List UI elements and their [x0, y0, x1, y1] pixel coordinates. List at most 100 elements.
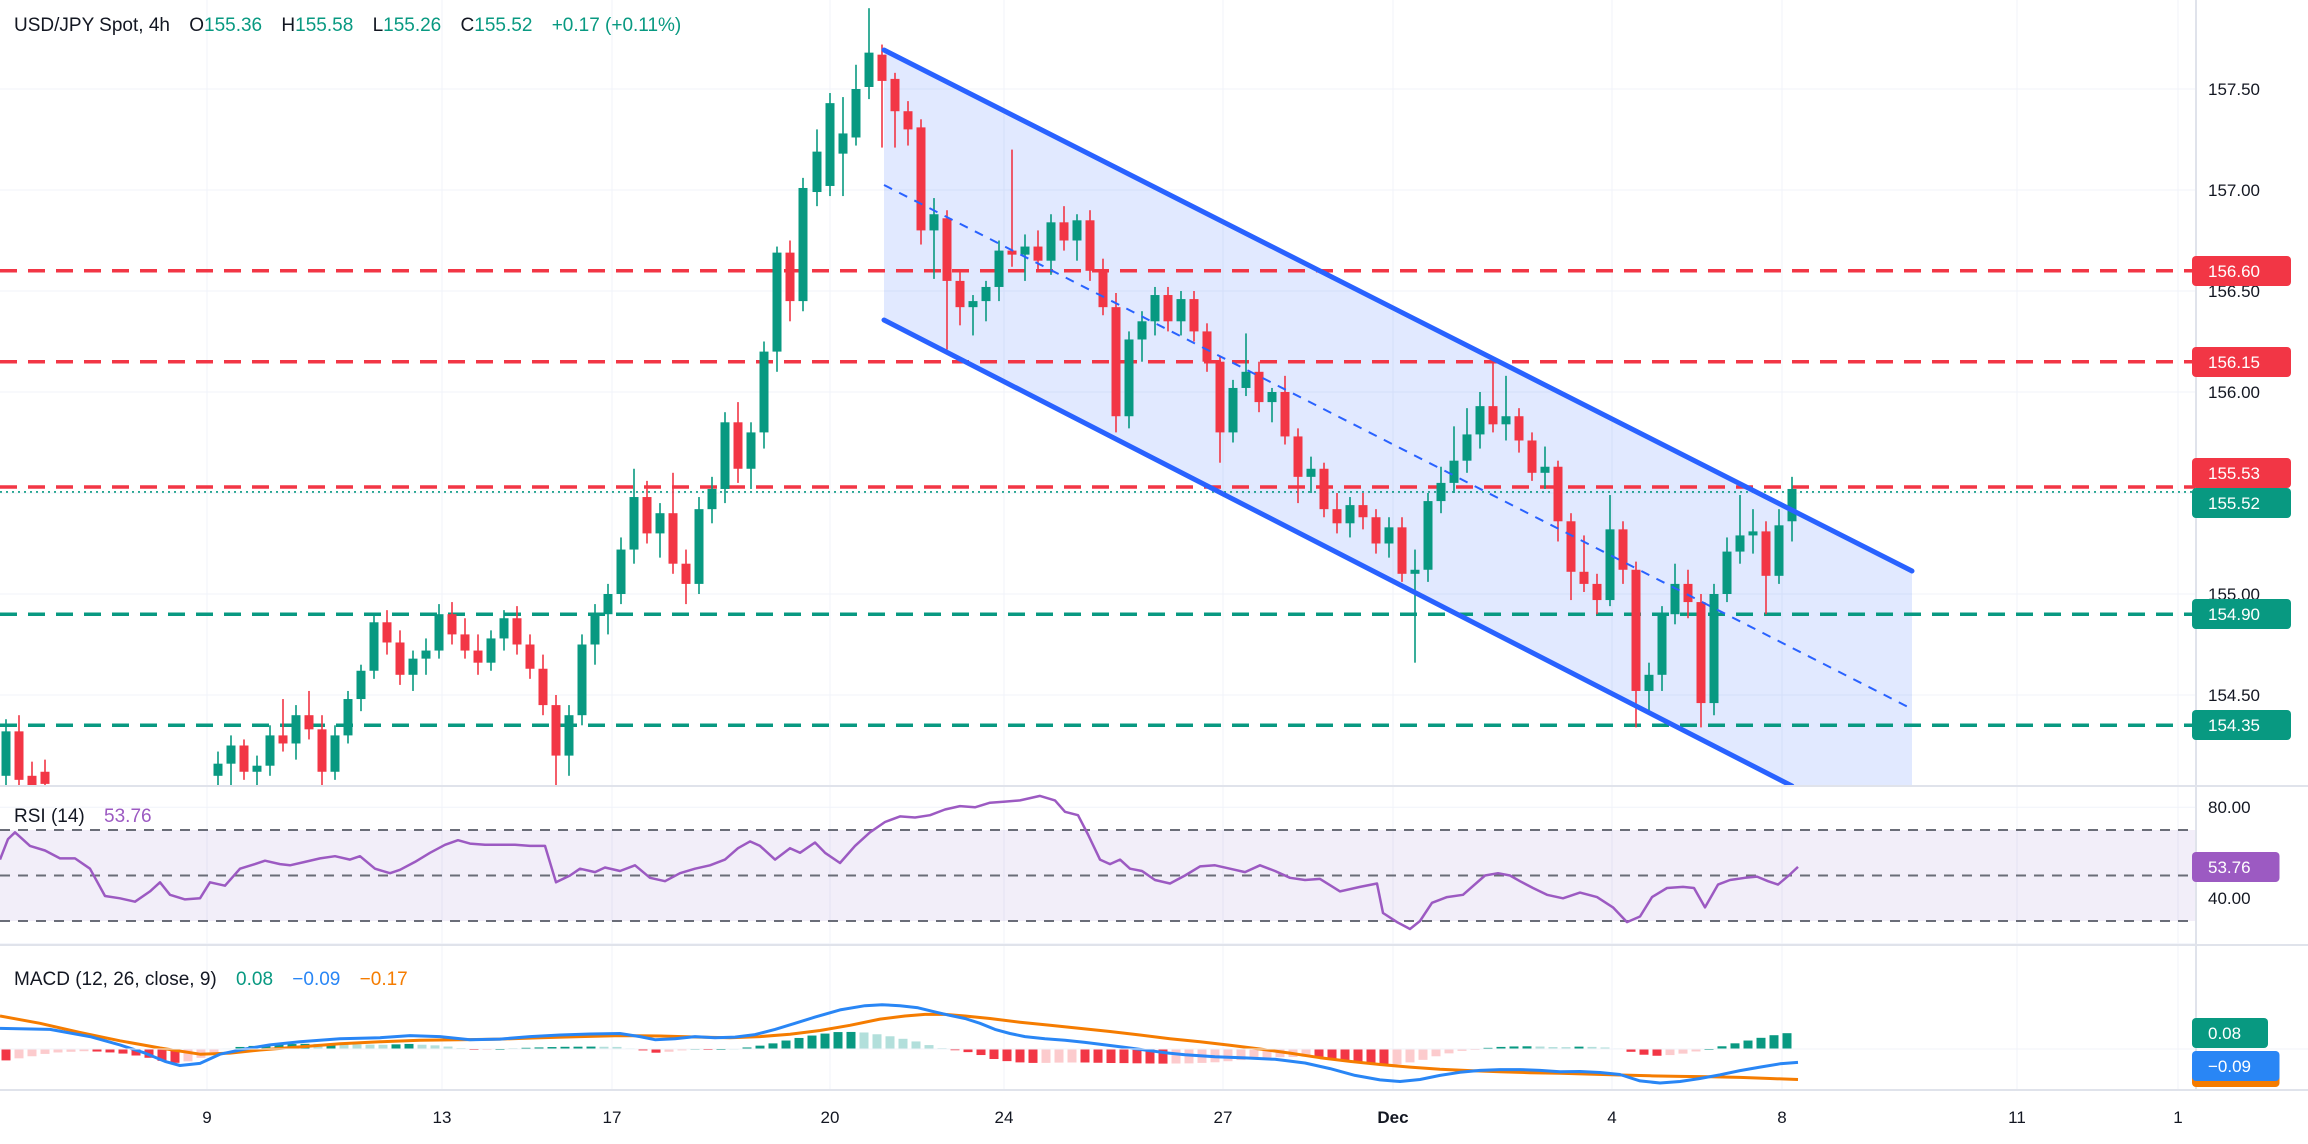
- hist-bar: [1652, 1049, 1662, 1056]
- candle-body: [395, 642, 405, 675]
- candle-body: [1150, 295, 1160, 322]
- hist-bar: [1756, 1037, 1766, 1049]
- candle: [226, 735, 236, 786]
- time-axis[interactable]: 9 13 17 20 24 27 Dec 4 8 11 1: [202, 1108, 2182, 1127]
- time-label-11: 11: [2008, 1108, 2026, 1127]
- candle-body: [890, 78, 900, 112]
- hist-bar: [859, 1032, 869, 1049]
- candle-body: [1488, 406, 1498, 425]
- axis-badge-text: 53.76: [2208, 858, 2251, 877]
- candle-body: [1449, 460, 1459, 483]
- candle-body: [1306, 468, 1316, 477]
- candle: [27, 761, 37, 786]
- hist-bar: [1392, 1049, 1402, 1065]
- time-label-9: 9: [202, 1108, 211, 1127]
- candle: [759, 341, 769, 449]
- candle-body: [1345, 505, 1355, 524]
- candles: [1, 8, 1797, 786]
- candle: [694, 497, 704, 594]
- candle: [1501, 375, 1511, 441]
- candle-body: [929, 214, 939, 231]
- main-legend[interactable]: USD/JPY Spot, 4h O155.36 H155.58 L155.26…: [14, 15, 681, 37]
- channel-upper-line[interactable]: [881, 47, 1915, 574]
- hist-bar: [963, 1049, 973, 1053]
- candle-body: [356, 670, 366, 700]
- hist-bar: [534, 1047, 544, 1049]
- hist-bar: [1496, 1046, 1506, 1049]
- hist-bar: [1561, 1047, 1571, 1049]
- hist-bar: [1730, 1043, 1740, 1049]
- candle-body: [1787, 488, 1797, 522]
- candle-body: [942, 218, 952, 281]
- candle-body: [369, 622, 379, 671]
- candle: [1280, 375, 1290, 445]
- candle-body: [525, 644, 535, 669]
- candle: [447, 602, 457, 645]
- candle-body: [616, 549, 626, 594]
- price-axis[interactable]: 157.50157.00156.50156.00155.00154.5080.0…: [2192, 80, 2291, 1087]
- candle: [851, 64, 861, 146]
- high-label: H: [281, 15, 296, 36]
- hist-bar: [183, 1049, 193, 1062]
- candle-body: [825, 103, 835, 186]
- candle-body: [1241, 371, 1251, 388]
- candle: [1605, 495, 1615, 607]
- axis-label: 156.00: [2208, 383, 2260, 402]
- candle-body: [265, 735, 275, 766]
- candle: [642, 480, 652, 544]
- candle-body: [27, 775, 37, 786]
- candle: [1189, 291, 1199, 342]
- candle-body: [1761, 531, 1771, 576]
- candle-body: [968, 301, 978, 308]
- hist-bar: [157, 1049, 167, 1061]
- rsi-legend[interactable]: RSI (14) 53.76: [14, 806, 152, 828]
- candle-body: [447, 614, 457, 635]
- hist-bar: [872, 1034, 882, 1049]
- axis-badge-53.76: 53.76: [2192, 852, 2280, 882]
- candle-body: [759, 351, 769, 433]
- axis-badge-156.15: 156.15: [2192, 347, 2291, 377]
- open-label: O: [189, 15, 205, 36]
- hist-bar: [1457, 1049, 1467, 1051]
- hist-bar: [1054, 1049, 1064, 1063]
- candle: [1670, 563, 1680, 625]
- rsi-label: RSI (14): [14, 806, 85, 827]
- symbol-title: USD/JPY Spot, 4h: [14, 15, 170, 36]
- candle: [369, 614, 379, 679]
- candle-body: [1722, 551, 1732, 594]
- candle: [1241, 333, 1251, 397]
- candle-body: [382, 622, 392, 643]
- candle-body: [1098, 270, 1108, 308]
- axis-label: 40.00: [2208, 889, 2251, 908]
- hist-bar: [1600, 1047, 1610, 1049]
- macd-line-value: −0.09: [292, 969, 341, 990]
- candle: [1761, 521, 1771, 615]
- candle: [1592, 573, 1602, 615]
- candle: [1709, 583, 1719, 716]
- hist-bar: [898, 1038, 908, 1049]
- candle-body: [1540, 466, 1550, 473]
- hist-bar: [677, 1049, 687, 1051]
- candle-body: [252, 765, 262, 772]
- candle-body: [1293, 436, 1303, 477]
- axis-badge-0.08: 0.08: [2192, 1018, 2268, 1048]
- candle-body: [1358, 505, 1368, 518]
- candle: [864, 8, 874, 100]
- candle-body: [1735, 535, 1745, 552]
- macd-hist-value: 0.08: [236, 969, 274, 990]
- hist-bar: [1249, 1049, 1259, 1060]
- hist-bar: [118, 1049, 128, 1054]
- candle: [1514, 408, 1524, 453]
- candle-body: [1527, 440, 1537, 473]
- hist-bar: [1158, 1049, 1168, 1064]
- axis-badge-154.90: 154.90: [2192, 599, 2291, 629]
- candle-body: [694, 509, 704, 584]
- macd-legend[interactable]: MACD (12, 26, close, 9) 0.08 −0.09 −0.17: [14, 969, 408, 991]
- candle-body: [838, 133, 848, 154]
- candle: [317, 715, 327, 786]
- channel-lower-line[interactable]: [881, 317, 1795, 786]
- hist-bar: [768, 1043, 778, 1049]
- time-label-17: 17: [603, 1108, 622, 1127]
